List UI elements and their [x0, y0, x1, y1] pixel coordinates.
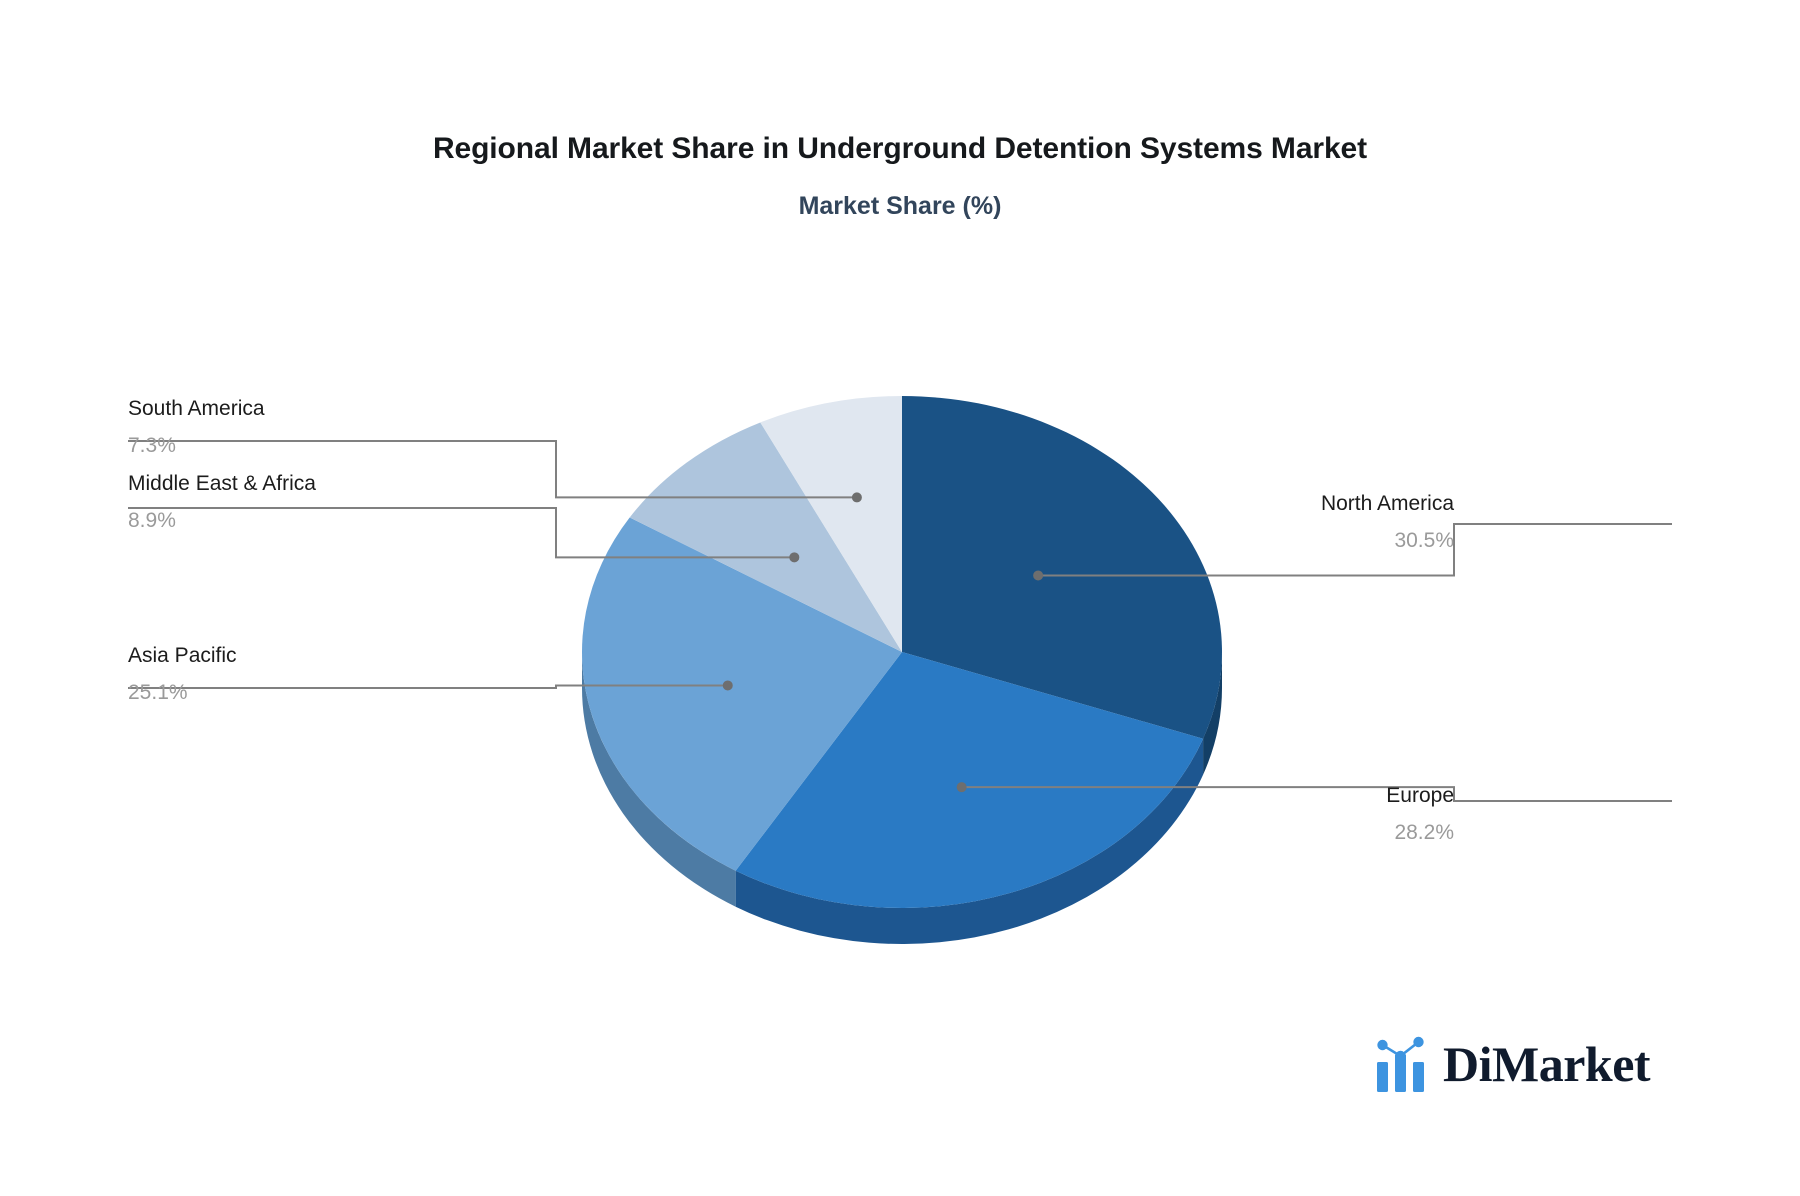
- pie-slice-south-america[interactable]: [760, 396, 902, 652]
- dimarket-logo[interactable]: DiMarket: [1374, 1036, 1651, 1092]
- callout-north-america[interactable]: North America 30.5%: [1321, 493, 1454, 551]
- leader-anchor-dot: [1033, 570, 1044, 581]
- callout-asia-pacific[interactable]: Asia Pacific 25.1%: [128, 645, 237, 703]
- pie-slice-side: [1203, 652, 1222, 775]
- leader-line: [128, 507, 795, 559]
- callout-label-name: Europe: [1386, 784, 1454, 807]
- leader-line: [128, 684, 728, 689]
- logo-wordmark: DiMarket: [1443, 1036, 1651, 1092]
- pie-slice-europe[interactable]: [735, 652, 1204, 908]
- bar-chart-trend-icon: [1377, 1036, 1424, 1092]
- leader-line: [128, 440, 857, 499]
- pie-slice-north-america[interactable]: [902, 396, 1222, 739]
- callout-label-value: 25.1%: [128, 681, 188, 704]
- leader-line: [961, 786, 1672, 802]
- pie-slice-side: [582, 652, 736, 907]
- callout-label-value: 7.3%: [128, 434, 176, 457]
- pie-slice-asia-pacific[interactable]: [582, 517, 902, 871]
- callout-middle-east-africa[interactable]: Middle East & Africa 8.9%: [128, 473, 316, 531]
- callout-label-value: 28.2%: [1394, 821, 1454, 844]
- pie-slice-middle-east-africa[interactable]: [629, 422, 902, 652]
- pie-slice-side: [735, 738, 1204, 944]
- callout-europe[interactable]: Europe 28.2%: [1386, 785, 1454, 843]
- chart-subtitle: Market Share (%): [798, 192, 1002, 220]
- callout-south-america[interactable]: South America 7.3%: [128, 398, 265, 456]
- callout-label-value: 30.5%: [1394, 529, 1454, 552]
- callout-label-name: North America: [1320, 492, 1454, 515]
- callout-label-name: Asia Pacific: [128, 644, 237, 667]
- pie-3d: [582, 396, 1222, 944]
- leader-lines: [128, 440, 1672, 802]
- leader-anchor-dot: [789, 552, 800, 563]
- leader-line: [1038, 523, 1672, 577]
- leader-anchor-dot: [851, 492, 862, 503]
- chart-title: Regional Market Share in Underground Det…: [432, 132, 1368, 165]
- callout-label-name: South America: [128, 397, 265, 420]
- callout-label-value: 8.9%: [128, 509, 176, 532]
- callout-label-name: Middle East & Africa: [128, 472, 316, 495]
- leader-anchor-dot: [956, 782, 967, 793]
- leader-anchor-dot: [722, 680, 733, 691]
